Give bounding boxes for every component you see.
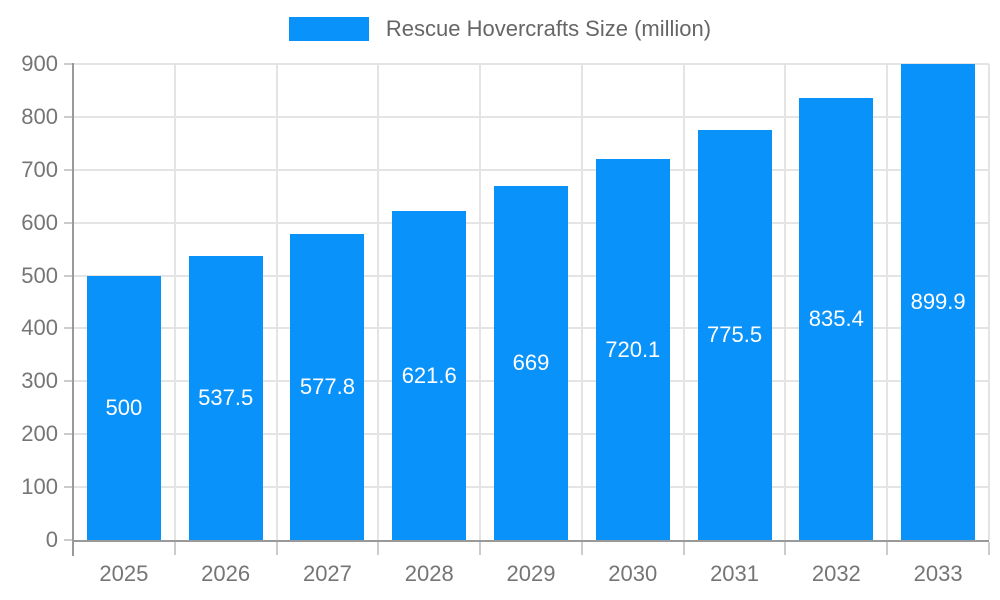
v-gridline bbox=[682, 64, 685, 540]
x-axis-tick-label: 2032 bbox=[811, 561, 861, 586]
x-axis-tick-label: 2030 bbox=[608, 561, 658, 586]
v-gridline bbox=[275, 64, 278, 540]
bar: 899.9 bbox=[901, 64, 976, 540]
bar-value-label: 669 bbox=[512, 350, 550, 376]
x-axis-tick bbox=[988, 542, 990, 555]
v-gridline bbox=[988, 64, 990, 540]
bar: 835.4 bbox=[799, 98, 874, 540]
bar-value-label: 577.8 bbox=[299, 374, 355, 400]
bar-value-label: 500 bbox=[105, 394, 143, 420]
legend-swatch bbox=[288, 17, 369, 41]
y-axis-tick-label: 600 bbox=[21, 209, 58, 235]
v-gridline bbox=[173, 64, 176, 540]
v-gridline bbox=[886, 64, 889, 540]
v-gridline bbox=[784, 64, 787, 540]
y-axis-tick-label: 100 bbox=[21, 474, 58, 500]
bar: 537.5 bbox=[188, 255, 263, 540]
y-axis-tick-label: 500 bbox=[21, 262, 58, 288]
y-axis-tick bbox=[64, 433, 72, 436]
x-axis-tick-label: 2027 bbox=[302, 561, 352, 586]
h-gridline bbox=[73, 63, 989, 65]
y-axis-tick-label: 300 bbox=[21, 368, 58, 394]
bar-value-label: 720.1 bbox=[605, 336, 661, 362]
y-axis-tick-label: 700 bbox=[21, 156, 58, 182]
x-axis-tick bbox=[682, 542, 685, 555]
bar-value-label: 899.9 bbox=[910, 289, 966, 315]
x-axis-tick-label: 2033 bbox=[913, 561, 963, 586]
v-gridline bbox=[377, 64, 380, 540]
x-axis-tick-label: 2026 bbox=[201, 561, 251, 586]
bar-value-label: 835.4 bbox=[808, 306, 864, 332]
bar: 621.6 bbox=[392, 211, 467, 540]
plot-area: 500 537.5 577.8 621.6 669 720.1 775.5 835.4 899.… bbox=[73, 63, 990, 540]
x-axis-line bbox=[73, 540, 989, 542]
v-gridline bbox=[479, 64, 482, 540]
x-axis-tick bbox=[580, 542, 583, 555]
bar: 577.8 bbox=[290, 234, 365, 540]
x-axis-tick-label: 2031 bbox=[710, 561, 760, 586]
y-axis-tick-label: 0 bbox=[45, 527, 58, 552]
y-axis-tick-label: 400 bbox=[21, 315, 58, 341]
y-axis-tick bbox=[64, 486, 72, 489]
y-axis-tick-label: 800 bbox=[21, 103, 58, 129]
x-axis-tick-label: 2028 bbox=[404, 561, 454, 586]
y-axis-line bbox=[72, 63, 74, 556]
y-axis-tick bbox=[64, 327, 72, 330]
y-axis-tick bbox=[64, 115, 72, 118]
y-axis-tick bbox=[64, 221, 72, 224]
bar: 500 bbox=[86, 275, 161, 540]
h-gridline bbox=[73, 115, 989, 118]
x-axis-tick bbox=[377, 542, 380, 555]
y-axis-tick-label: 900 bbox=[21, 51, 58, 76]
legend-label: Rescue Hovercrafts Size (million) bbox=[385, 16, 712, 41]
x-axis-tick bbox=[479, 542, 482, 555]
y-axis-tick bbox=[64, 63, 72, 65]
bar-value-label: 537.5 bbox=[198, 384, 254, 410]
y-axis-tick bbox=[64, 168, 72, 171]
v-gridline bbox=[580, 64, 583, 540]
bar-value-label: 621.6 bbox=[401, 362, 457, 388]
x-axis-tick-label: 2029 bbox=[506, 561, 556, 586]
x-axis-tick bbox=[173, 542, 176, 555]
y-axis-tick-label: 200 bbox=[21, 421, 58, 447]
bar-value-label: 775.5 bbox=[707, 321, 763, 347]
bar: 669 bbox=[494, 186, 568, 540]
x-axis-tick bbox=[886, 542, 889, 555]
bar: 720.1 bbox=[595, 159, 670, 540]
y-axis-tick bbox=[64, 274, 72, 277]
x-axis-tick bbox=[784, 542, 787, 555]
legend: Rescue Hovercrafts Size (million) bbox=[0, 16, 1000, 42]
bar: 775.5 bbox=[697, 129, 772, 540]
y-axis-tick bbox=[64, 539, 72, 541]
x-axis-tick bbox=[275, 542, 278, 555]
x-axis-tick-label: 2025 bbox=[99, 561, 149, 586]
h-gridline bbox=[73, 168, 989, 171]
y-axis-tick bbox=[64, 380, 72, 383]
